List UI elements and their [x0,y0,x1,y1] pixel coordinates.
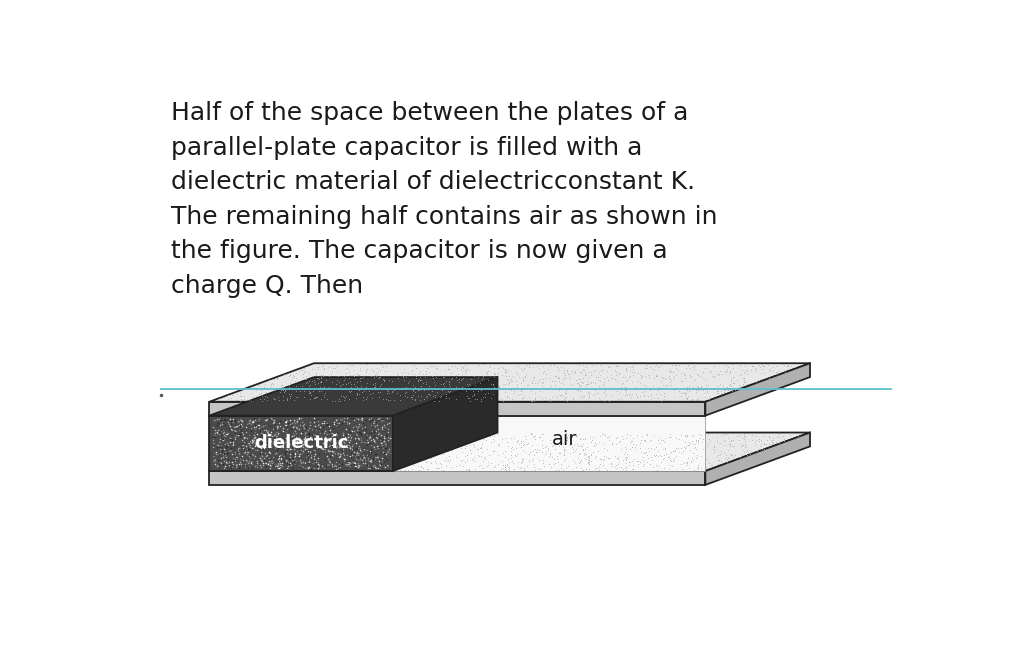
Polygon shape [706,364,810,415]
Polygon shape [209,433,810,471]
Polygon shape [209,415,393,471]
Polygon shape [209,364,810,402]
Polygon shape [209,377,498,415]
Polygon shape [209,402,706,415]
Text: Half of the space between the plates of a
parallel-plate capacitor is filled wit: Half of the space between the plates of … [171,101,717,298]
Text: air: air [552,430,578,449]
Polygon shape [706,433,810,485]
Polygon shape [209,471,706,485]
Text: dielectric: dielectric [254,434,348,452]
Polygon shape [393,415,706,471]
Polygon shape [393,377,498,471]
